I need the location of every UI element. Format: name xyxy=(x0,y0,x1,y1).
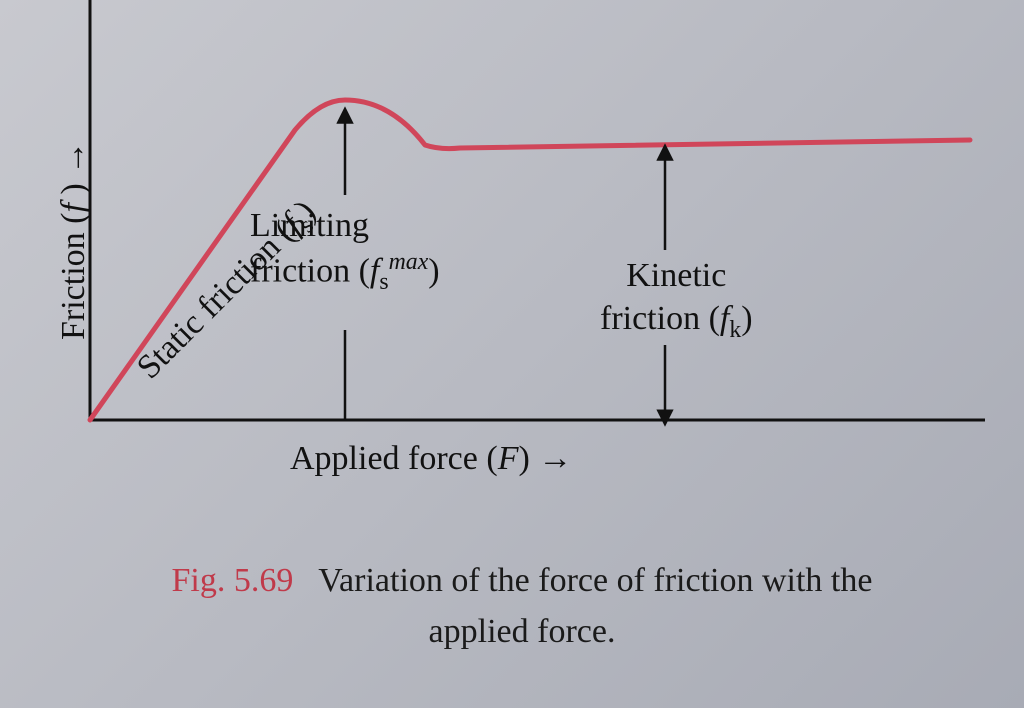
friction-curve xyxy=(90,100,970,420)
limiting-line1: Limiting xyxy=(250,207,369,244)
caption-text-2: applied force. xyxy=(429,613,616,650)
y-axis-label: Friction (f ) → xyxy=(55,141,93,340)
kinetic-f: f xyxy=(720,300,729,337)
kinetic-line2-prefix: friction ( xyxy=(600,300,720,337)
kinetic-line1: Kinetic xyxy=(626,257,726,294)
caption-text-1: Variation of the force of friction with … xyxy=(318,562,872,599)
figure-caption: Fig. 5.69 Variation of the force of fric… xyxy=(60,555,984,657)
limiting-line2-prefix: friction ( xyxy=(250,252,370,289)
kinetic-friction-label: Kinetic friction (fk) xyxy=(600,255,753,345)
x-axis-label: Applied force (F) → xyxy=(290,440,572,478)
limiting-friction-label: Limiting friction (fsmax) xyxy=(250,205,440,297)
kinetic-line2-suffix: ) xyxy=(741,300,752,337)
figure-number: Fig. 5.69 xyxy=(172,562,294,599)
figure-page: Friction (f ) → Static friction (fs) Lim… xyxy=(0,0,1024,708)
limiting-sup: max xyxy=(389,249,429,275)
limiting-line2-suffix: ) xyxy=(428,252,439,289)
kinetic-sub: k xyxy=(729,316,741,342)
limiting-sub: s xyxy=(379,269,388,295)
limiting-f: f xyxy=(370,252,379,289)
